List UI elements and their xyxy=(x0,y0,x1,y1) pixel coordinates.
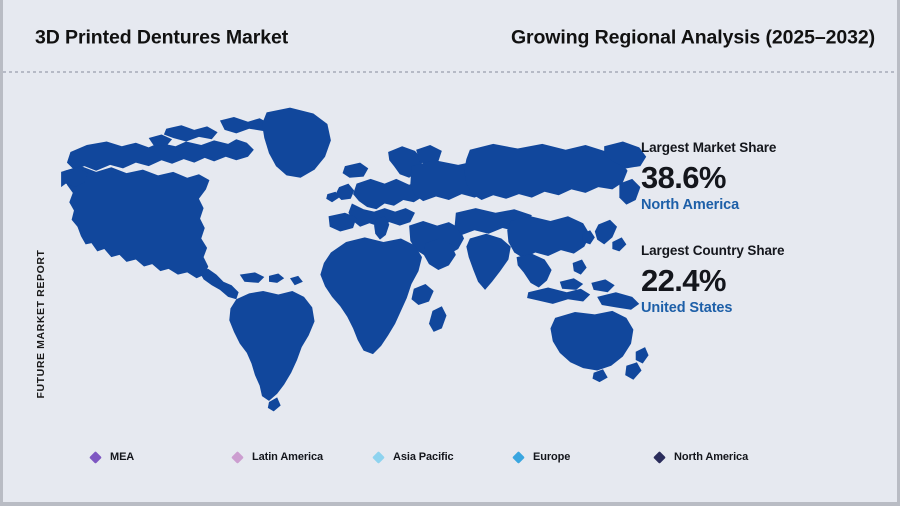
diamond-marker-icon xyxy=(512,450,525,464)
header: 3D Printed Dentures Market Growing Regio… xyxy=(3,0,897,73)
stat-block-country-share: Largest Country Share 22.4% United State… xyxy=(641,243,891,316)
world-map-svg xyxy=(61,107,649,412)
diamond-marker-icon xyxy=(231,450,244,464)
diamond-marker-icon xyxy=(89,450,102,464)
map-landmass xyxy=(61,107,649,412)
legend-item-label: Europe xyxy=(533,451,571,463)
legend-item-north-america: North America xyxy=(653,444,749,470)
legend-item-label: North America xyxy=(674,451,749,463)
legend-item-europe: Europe xyxy=(512,444,571,470)
map-legend: MEA Latin America Asia Pacific Europe No… xyxy=(3,444,897,470)
diamond-marker-icon xyxy=(372,450,385,464)
brand-vertical-label: FUTURE MARKET REPORT xyxy=(35,249,47,399)
legend-item-label: Asia Pacific xyxy=(393,451,454,463)
page-title: 3D Printed Dentures Market xyxy=(35,26,289,49)
stat-value: 22.4% xyxy=(641,263,727,299)
legend-item-latin-america: Latin America xyxy=(231,444,324,470)
stat-region: North America xyxy=(641,197,740,214)
legend-item-label: MEA xyxy=(110,451,135,463)
legend-item-asia-pacific: Asia Pacific xyxy=(372,444,454,470)
stat-block-market-share: Largest Market Share 38.6% North America xyxy=(641,140,891,213)
stat-value: 38.6% xyxy=(641,160,727,195)
subtitle-right: Growing Regional Analysis (2025–2032) xyxy=(510,26,875,49)
diamond-marker-icon xyxy=(653,450,666,464)
stat-label: Largest Market Share xyxy=(641,140,777,155)
legend-item-label: Latin America xyxy=(252,451,324,463)
header-divider xyxy=(3,71,897,73)
stat-label: Largest Country Share xyxy=(641,243,785,259)
stat-region: United States xyxy=(641,300,733,317)
world-map xyxy=(61,96,651,416)
stats-panel: Largest Market Share 38.6% North America… xyxy=(641,140,891,346)
legend-item-mea: MEA xyxy=(89,444,135,470)
